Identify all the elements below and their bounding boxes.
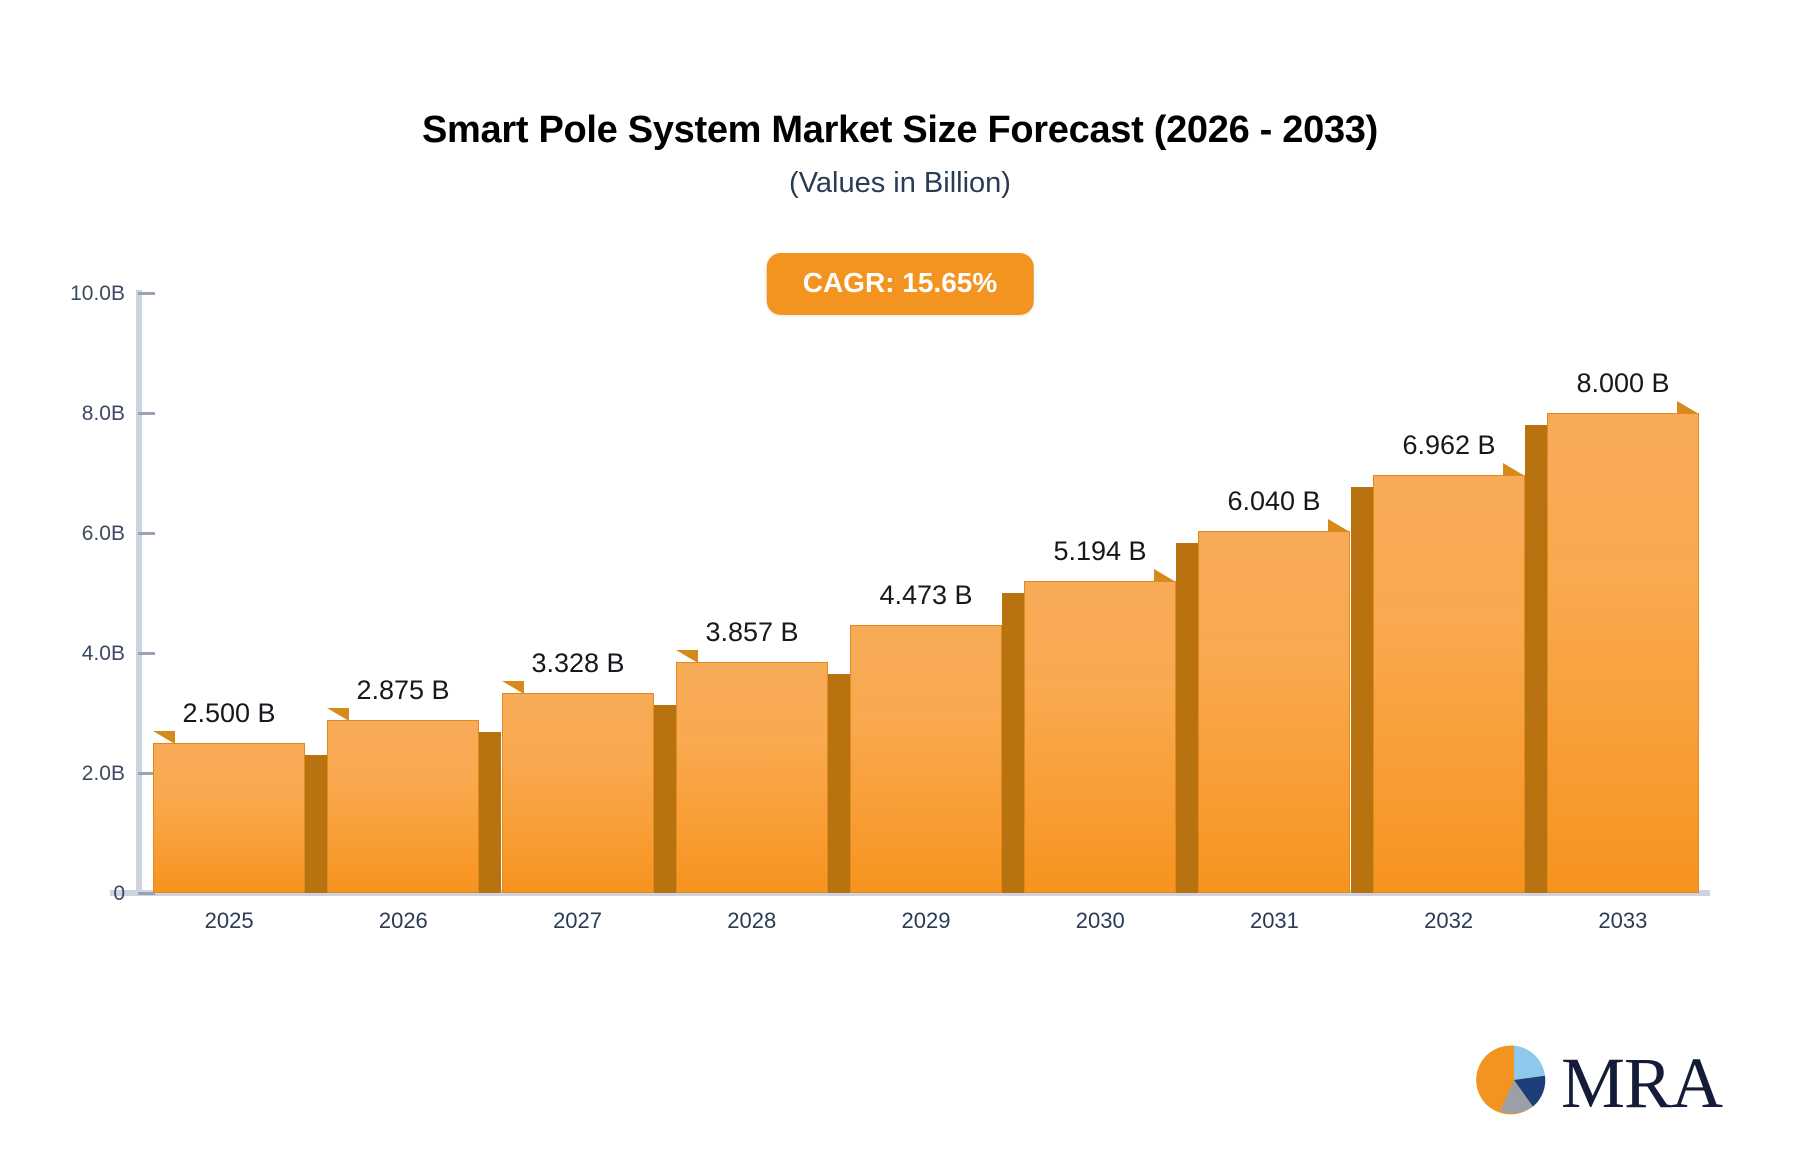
bar-front-face (502, 693, 654, 893)
bar-top-face (1677, 401, 1699, 414)
bar-top-face (1154, 569, 1176, 582)
cagr-badge: CAGR: 15.65% (766, 253, 1034, 315)
bar-2029[interactable]: 4.473 B (850, 582, 1002, 893)
pie-chart-icon (1471, 1037, 1557, 1128)
y-axis-tick-dash (138, 531, 155, 535)
bar-top-face (502, 681, 524, 694)
bar-top-face (1328, 519, 1350, 532)
bar-2033[interactable]: 8.000 B (1525, 370, 1699, 893)
bar-front-face (1024, 581, 1176, 893)
x-axis-tick-label-2030: 2030 (1075, 908, 1125, 933)
bar-front-face (1373, 475, 1525, 893)
bar-front-face (676, 662, 828, 893)
x-axis-tick-label-2026: 2026 (378, 908, 428, 933)
x-axis-tick-label-2032: 2032 (1424, 908, 1474, 933)
bar-value-label: 3.328 B (531, 648, 625, 678)
x-axis-tick-label-2031: 2031 (1249, 908, 1299, 933)
bar-side-face (654, 705, 676, 893)
bar-front-face (153, 743, 305, 893)
bar-value-label: 5.194 B (1053, 536, 1147, 566)
bar-side-face (1176, 543, 1198, 893)
y-axis-tick-dash (138, 771, 155, 775)
y-axis-tick-label: 0 (113, 881, 125, 905)
bar-side-face (1525, 425, 1547, 893)
y-axis-tick-label: 4.0B (81, 641, 125, 665)
x-axis-tick-label-2029: 2029 (901, 908, 951, 933)
chart-header: Smart Pole System Market Size Forecast (… (0, 0, 1800, 200)
bar-side-face (828, 674, 850, 893)
bar-front-face (1198, 531, 1350, 893)
y-axis-tick-label: 2.0B (81, 761, 125, 785)
bar-top-face (1503, 463, 1525, 476)
brand-logo-text: MRA (1560, 1042, 1723, 1123)
bar-side-face (1351, 487, 1373, 893)
x-axis-tick-label-2025: 2025 (204, 908, 254, 933)
y-axis-tick-dash (138, 291, 155, 295)
bar-value-label: 8.000 B (1576, 368, 1670, 398)
brand-logo: MRA (1471, 1037, 1723, 1128)
bar-side-face (305, 755, 327, 893)
bar-front-face (850, 625, 1002, 893)
bar-value-label: 2.500 B (182, 698, 276, 728)
bar-value-label: 3.857 B (705, 617, 799, 647)
y-axis-line (136, 290, 142, 894)
bar-front-face (327, 720, 479, 893)
y-axis-tick-dash (138, 891, 155, 895)
bar-top-face (327, 708, 349, 721)
y-axis-tick-dash (138, 411, 155, 415)
bar-top-face (153, 731, 175, 744)
bar-side-face (1002, 593, 1024, 893)
x-axis-tick-label-2028: 2028 (727, 908, 777, 933)
bar-2032[interactable]: 6.962 B (1351, 432, 1525, 893)
bar-value-label: 6.040 B (1227, 486, 1321, 516)
x-axis-tick-label-2027: 2027 (553, 908, 603, 933)
bar-value-label: 2.875 B (356, 675, 450, 705)
bar-side-face (479, 732, 501, 893)
bar-value-label: 6.962 B (1402, 430, 1496, 460)
bar-front-face (1547, 413, 1699, 893)
x-axis-line (110, 890, 1710, 896)
bar-2030[interactable]: 5.194 B (1002, 538, 1176, 893)
bar-2031[interactable]: 6.040 B (1176, 488, 1350, 893)
y-axis-tick-label: 8.0B (81, 401, 125, 425)
y-axis-tick-label: 10.0B (70, 281, 125, 305)
chart-subtitle: (Values in Billion) (789, 166, 1011, 199)
bar-2027[interactable]: 3.328 B (502, 650, 676, 893)
bar-top-face (676, 650, 698, 663)
bar-value-label: 4.473 B (879, 580, 973, 610)
bar-2025[interactable]: 2.500 B (153, 700, 327, 893)
y-axis-tick-dash (138, 651, 155, 655)
x-axis-tick-label-2033: 2033 (1598, 908, 1648, 933)
y-axis-tick-label: 6.0B (81, 521, 125, 545)
bar-2028[interactable]: 3.857 B (676, 619, 850, 893)
chart-title: Smart Pole System Market Size Forecast (… (422, 109, 1378, 151)
bar-2026[interactable]: 2.875 B (327, 677, 501, 893)
